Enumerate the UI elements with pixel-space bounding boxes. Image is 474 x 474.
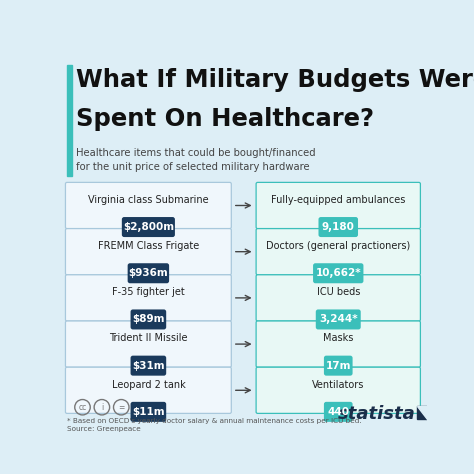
FancyBboxPatch shape <box>122 217 175 237</box>
Text: 17m: 17m <box>326 361 351 371</box>
FancyBboxPatch shape <box>256 275 420 321</box>
FancyBboxPatch shape <box>65 228 231 275</box>
FancyBboxPatch shape <box>256 182 420 228</box>
Text: 440: 440 <box>327 407 349 417</box>
Text: =: = <box>118 403 125 412</box>
FancyBboxPatch shape <box>65 367 231 413</box>
Text: Healthcare items that could be bought/financed
for the unit price of selected mi: Healthcare items that could be bought/fi… <box>76 148 316 172</box>
Text: What If Military Budgets Were: What If Military Budgets Were <box>76 68 474 92</box>
FancyBboxPatch shape <box>256 367 420 413</box>
FancyBboxPatch shape <box>65 321 231 367</box>
FancyBboxPatch shape <box>130 356 166 376</box>
Text: 9,180: 9,180 <box>322 222 355 232</box>
Text: Virginia class Submarine: Virginia class Submarine <box>88 195 209 205</box>
Text: * Based on OECD's yearly doctor salary & annual maintenance costs per ICU bed.: * Based on OECD's yearly doctor salary &… <box>67 418 362 424</box>
Text: Doctors (general practioners): Doctors (general practioners) <box>266 241 410 251</box>
Text: statista: statista <box>338 405 416 423</box>
FancyBboxPatch shape <box>313 263 364 283</box>
FancyBboxPatch shape <box>130 402 166 422</box>
Text: 10,662*: 10,662* <box>315 268 361 278</box>
Text: $11m: $11m <box>132 407 164 417</box>
Text: $31m: $31m <box>132 361 164 371</box>
Text: Fully-equipped ambulances: Fully-equipped ambulances <box>271 195 405 205</box>
Text: Spent On Healthcare?: Spent On Healthcare? <box>76 107 374 131</box>
Text: Masks: Masks <box>323 333 354 343</box>
Bar <box>67 64 72 176</box>
Text: Source: Greenpeace: Source: Greenpeace <box>67 426 141 432</box>
FancyBboxPatch shape <box>256 228 420 275</box>
Text: 3,244*: 3,244* <box>319 314 357 324</box>
FancyBboxPatch shape <box>65 182 231 228</box>
Text: $936m: $936m <box>128 268 168 278</box>
Text: ICU beds: ICU beds <box>317 287 360 297</box>
Text: cc: cc <box>78 403 87 412</box>
FancyBboxPatch shape <box>65 275 231 321</box>
FancyBboxPatch shape <box>130 310 166 329</box>
Text: Ventilators: Ventilators <box>312 380 365 390</box>
Polygon shape <box>417 407 427 419</box>
FancyBboxPatch shape <box>316 310 361 329</box>
Text: i: i <box>101 403 103 412</box>
FancyBboxPatch shape <box>324 402 353 422</box>
Text: $2,800m: $2,800m <box>123 222 174 232</box>
FancyBboxPatch shape <box>256 321 420 367</box>
Text: Trident II Missile: Trident II Missile <box>109 333 188 343</box>
FancyBboxPatch shape <box>319 217 358 237</box>
Bar <box>417 407 427 419</box>
FancyBboxPatch shape <box>324 356 353 376</box>
Text: F-35 fighter jet: F-35 fighter jet <box>112 287 185 297</box>
Text: $89m: $89m <box>132 314 164 324</box>
Text: Leopard 2 tank: Leopard 2 tank <box>111 380 185 390</box>
FancyBboxPatch shape <box>128 263 169 283</box>
Text: FREMM Class Frigate: FREMM Class Frigate <box>98 241 199 251</box>
